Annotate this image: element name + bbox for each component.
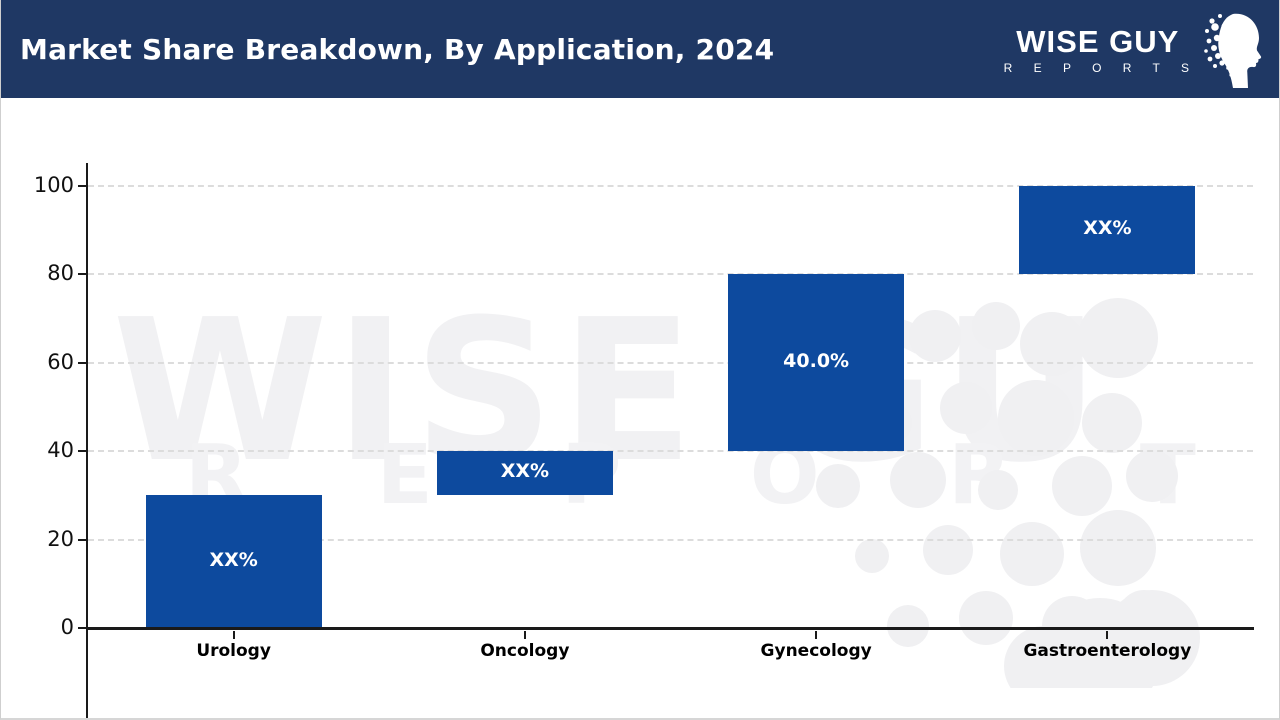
bar-gastroenterology bbox=[1019, 186, 1196, 275]
gridline-60 bbox=[88, 361, 1253, 364]
head-profile-icon bbox=[1204, 13, 1262, 88]
y-tick-label-0: 0 bbox=[60, 615, 74, 639]
x-tick-gastroenterology bbox=[1106, 631, 1109, 639]
y-tick-20 bbox=[78, 538, 87, 541]
y-tick-label-20: 20 bbox=[47, 526, 74, 551]
gridline-100 bbox=[88, 185, 1253, 187]
x-tick-gynecology bbox=[815, 631, 818, 639]
y-tick-0 bbox=[78, 627, 87, 629]
bar-value-label-urology: XX% bbox=[209, 548, 258, 571]
bar-gynecology bbox=[728, 274, 905, 452]
header-bar: Market Share Breakdown, By Application, … bbox=[0, 0, 1280, 98]
x-tick-label-oncology: Oncology bbox=[480, 641, 570, 661]
bar-urology bbox=[145, 495, 322, 628]
bar-oncology bbox=[436, 451, 613, 496]
y-tick-40 bbox=[78, 450, 87, 453]
x-tick-label-gynecology: Gynecology bbox=[760, 641, 872, 661]
gridline-80 bbox=[88, 273, 1253, 276]
x-tick-urology bbox=[232, 631, 235, 639]
chart-area: WISE GU R E P O R T S 020406080100XX%Uro… bbox=[0, 98, 1280, 720]
x-tick-label-urology: Urology bbox=[196, 641, 271, 661]
y-axis-line bbox=[86, 163, 88, 720]
x-tick-oncology bbox=[523, 631, 526, 639]
y-tick-label-40: 40 bbox=[47, 438, 74, 463]
brand-logo-text: WISE GUY R E P O R T S bbox=[998, 23, 1198, 76]
page-title: Market Share Breakdown, By Application, … bbox=[20, 32, 775, 66]
y-tick-label-80: 80 bbox=[47, 261, 74, 286]
y-tick-60 bbox=[78, 361, 87, 364]
brand-subname: R E P O R T S bbox=[1003, 61, 1198, 76]
y-tick-80 bbox=[78, 273, 87, 276]
watermark-head-icon bbox=[816, 298, 1200, 688]
brand-name: WISE GUY bbox=[1016, 23, 1180, 59]
bar-value-label-gynecology: 40.0% bbox=[783, 349, 850, 372]
y-tick-label-100: 100 bbox=[33, 173, 74, 197]
x-axis-line bbox=[86, 627, 1254, 630]
x-tick-label-gastroenterology: Gastroenterology bbox=[1023, 641, 1192, 661]
y-tick-label-60: 60 bbox=[47, 349, 74, 374]
gridline-40 bbox=[88, 450, 1253, 453]
brand-logo: WISE GUY R E P O R T S bbox=[998, 8, 1266, 92]
bar-value-label-oncology: XX% bbox=[500, 460, 550, 483]
y-tick-100 bbox=[78, 185, 87, 187]
gridline-20 bbox=[88, 538, 1253, 541]
bar-value-label-gastroenterology: XX% bbox=[1083, 217, 1132, 240]
